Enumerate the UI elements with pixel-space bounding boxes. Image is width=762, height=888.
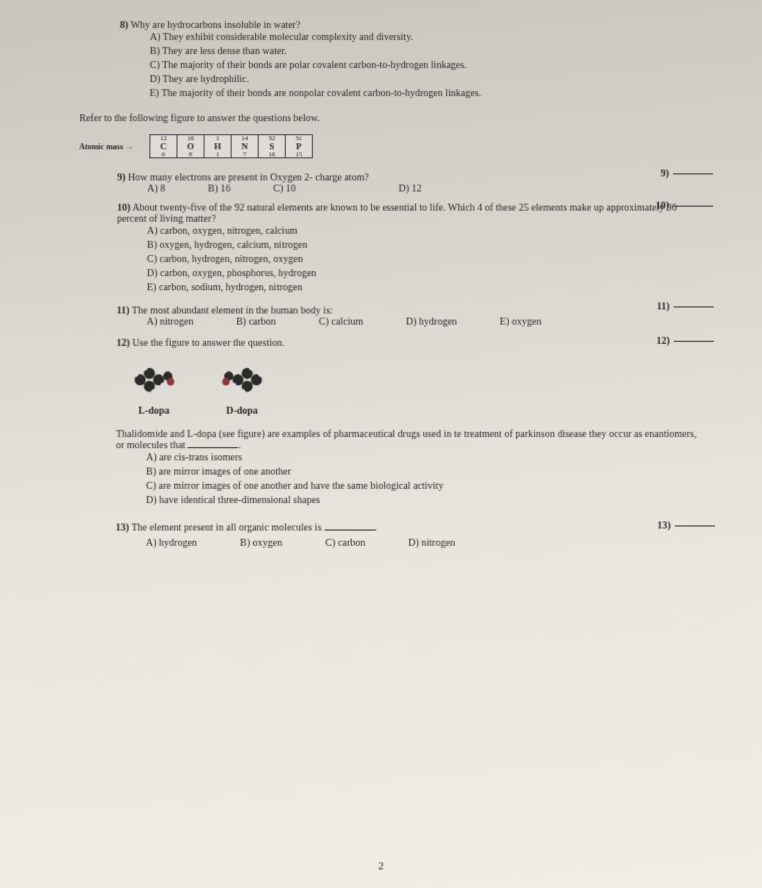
q13-choice-c: C) carbon	[325, 538, 365, 549]
q8-choice-d: D) They are hydrophilic.	[150, 73, 703, 87]
question-9: 9) 9) How many electrons are present in …	[117, 172, 703, 194]
q12-blank-num: 12)	[656, 336, 669, 347]
q12-choice-d: D) have identical three-dimensional shap…	[146, 494, 705, 508]
element-box-s: 32S16	[258, 134, 286, 158]
element-box-p: 31P15	[285, 134, 313, 158]
worksheet-page: 8) Why are hydrocarbons insoluble in wat…	[0, 0, 762, 888]
periodic-strip: Atomic mass → 12C616O81H114N732S1631P15	[99, 134, 703, 158]
question-12: 12) 12) Use the figure to answer the que…	[116, 338, 705, 508]
question-10: 10) 10) About twenty-five of the 92 natu…	[117, 203, 704, 296]
q11-number: 11)	[117, 305, 130, 316]
q12-choice-b: B) are mirror images of one another	[146, 465, 705, 479]
q9-number: 9)	[117, 172, 125, 183]
q8-choice-a: A) They exhibit considerable molecular c…	[150, 31, 702, 45]
l-dopa-label: L-dopa	[138, 406, 169, 417]
question-8: 8) Why are hydrocarbons insoluble in wat…	[120, 20, 703, 101]
q13-choice-d: D) nitrogen	[408, 538, 455, 549]
section-instruction: Refer to the following figure to answer …	[79, 113, 702, 124]
q13-text: The element present in all organic molec…	[131, 522, 324, 533]
element-box-h: 1H1	[204, 134, 232, 158]
q9-answer-blank[interactable]: 9)	[660, 168, 713, 179]
element-box-o: 16O8	[176, 134, 204, 158]
q10-choice-d: D) carbon, oxygen, phosphorus, hydrogen	[147, 267, 704, 281]
question-11: 11) 11) The most abundant element in the…	[116, 305, 703, 327]
q12-number: 12)	[116, 338, 129, 349]
q9-choice-d: D) 12	[399, 183, 422, 194]
q13-choice-a: A) hydrogen	[146, 538, 197, 549]
question-13: 13) 13) The element present in all organ…	[115, 522, 705, 548]
q13-answer-blank[interactable]: 13)	[657, 520, 715, 531]
q13-blank-num: 13)	[657, 520, 671, 531]
q9-choice-c: C) 10	[273, 183, 296, 194]
d-dopa-label: D-dopa	[226, 406, 258, 417]
q8-choices: A) They exhibit considerable molecular c…	[150, 31, 703, 101]
q11-choice-c: C) calcium	[319, 317, 363, 328]
q12-choice-a: A) are cis-trans isomers	[146, 451, 705, 465]
q10-choices: A) carbon, oxygen, nitrogen, calcium B) …	[147, 225, 704, 296]
q8-choice-b: B) They are less dense than water.	[150, 45, 703, 59]
q10-choice-c: C) carbon, hydrogen, nitrogen, oxygen	[147, 253, 704, 267]
q9-choices: A) 8 B) 16 C) 10 D) 12	[147, 183, 703, 194]
q12-choices: A) are cis-trans isomers B) are mirror i…	[146, 451, 705, 508]
q13-choices: A) hydrogen B) oxygen C) carbon D) nitro…	[146, 538, 705, 549]
q11-text: The most abundant element in the human b…	[132, 305, 333, 316]
q9-text: How many electrons are present in Oxygen…	[128, 172, 369, 183]
q11-blank-num: 11)	[657, 301, 670, 312]
q10-choice-b: B) oxygen, hydrogen, calcium, nitrogen	[147, 239, 703, 253]
q12-text: Use the figure to answer the question.	[132, 338, 284, 349]
q8-number: 8)	[120, 20, 128, 31]
q8-text: Why are hydrocarbons insoluble in water?	[131, 20, 301, 31]
q11-choices: A) nitrogen B) carbon C) calcium D) hydr…	[147, 317, 704, 328]
molecule-l-dopa: L-dopa	[126, 359, 182, 417]
q10-choice-e: E) carbon, sodium, hydrogen, nitrogen	[147, 281, 704, 295]
q11-choice-b: B) carbon	[236, 317, 276, 328]
q10-text: About twenty-five of the 92 natural elem…	[117, 203, 677, 225]
element-box-n: 14N7	[231, 134, 259, 158]
q10-choice-a: A) carbon, oxygen, nitrogen, calcium	[147, 225, 703, 239]
element-box-c: 12C6	[149, 134, 177, 158]
q12-choice-c: C) are mirror images of one another and …	[146, 480, 705, 494]
q9-blank-num: 9)	[660, 168, 668, 179]
q10-number: 10)	[117, 203, 130, 214]
q13-choice-b: B) oxygen	[240, 538, 282, 549]
q10-blank-num: 10)	[656, 201, 669, 212]
q11-answer-blank[interactable]: 11)	[657, 301, 714, 312]
q8-choice-c: C) The majority of their bonds are polar…	[150, 59, 703, 73]
molecule-d-dopa: D-dopa	[214, 359, 270, 417]
q10-answer-blank[interactable]: 10)	[656, 201, 714, 212]
q9-choice-b: B) 16	[208, 183, 231, 194]
q11-choice-a: A) nitrogen	[147, 317, 194, 328]
q8-choice-e: E) The majority of their bonds are nonpo…	[150, 87, 703, 101]
page-number: 2	[378, 860, 384, 872]
q12-paragraph: Thalidomide and L-dopa (see figure) are …	[116, 429, 705, 451]
q13-number: 13)	[116, 522, 130, 533]
q12-answer-blank[interactable]: 12)	[656, 336, 714, 347]
q11-choice-d: D) hydrogen	[406, 317, 457, 328]
atomic-mass-label: Atomic mass →	[79, 134, 149, 158]
q13-fill-blank[interactable]	[324, 530, 374, 531]
q12-fill-blank[interactable]	[188, 447, 238, 448]
q11-choice-e: E) oxygen	[500, 317, 542, 328]
q9-choice-a: A) 8	[147, 183, 165, 194]
